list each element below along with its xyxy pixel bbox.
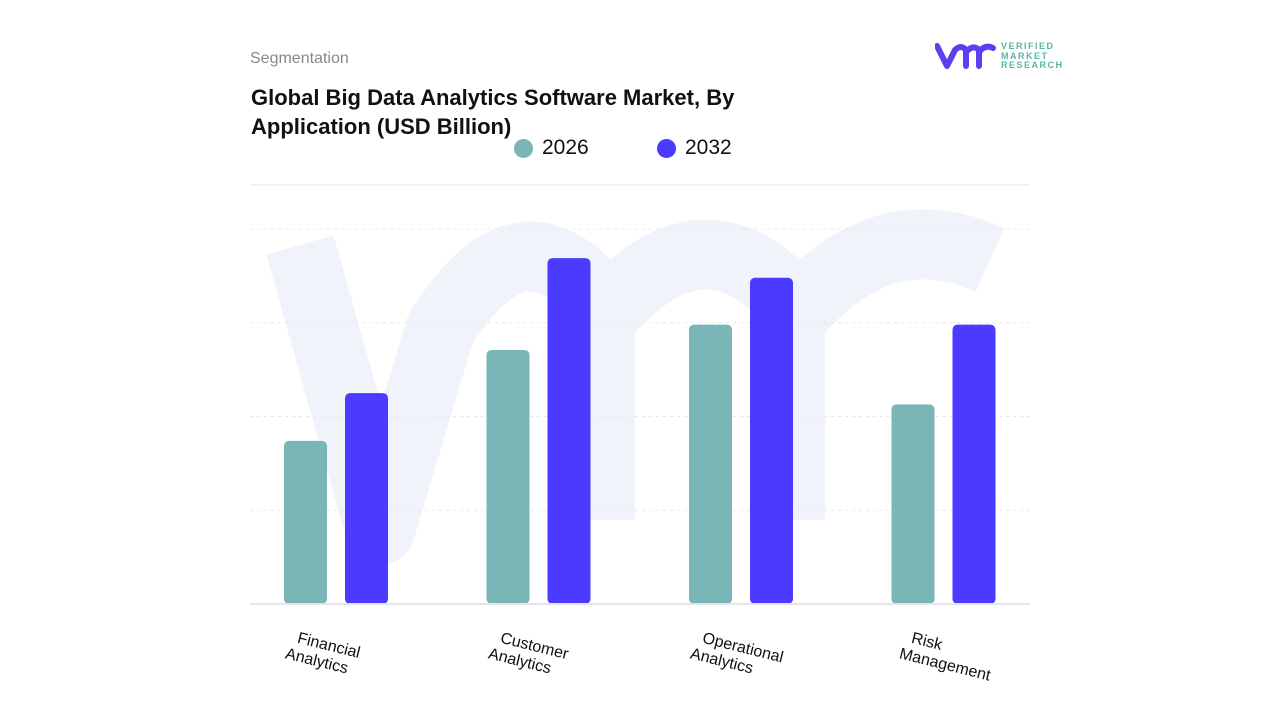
logo-text: VERIFIED MARKET RESEARCH <box>1001 41 1064 71</box>
logo-line-1: VERIFIED <box>1001 41 1055 51</box>
legend-label-2032: 2032 <box>685 136 732 159</box>
logo-line-2: MARKET <box>1001 50 1049 61</box>
bars <box>284 258 996 604</box>
bar-2032-risk-management <box>952 324 996 604</box>
legend-item-2026: 2026 <box>514 136 589 160</box>
bar-2026-financial-analytics <box>284 440 327 604</box>
bar-2026-customer-analytics <box>486 349 530 604</box>
vmr-logo: VERIFIED MARKET RESEARCH <box>935 41 1064 71</box>
legend-swatch-2026 <box>514 138 533 158</box>
bar-2026-operational-analytics <box>689 324 732 604</box>
logo-line-3: RESEARCH <box>1001 60 1064 70</box>
vmr-logo-icon <box>935 43 996 70</box>
bar-2026-risk-management <box>891 404 935 604</box>
watermark <box>266 209 1005 565</box>
segment-label: Segmentation <box>250 50 349 67</box>
bar-2032-financial-analytics <box>345 393 388 604</box>
legend-swatch-2032 <box>657 138 676 158</box>
bar-2032-customer-analytics <box>547 258 591 604</box>
bar-2032-operational-analytics <box>750 277 793 604</box>
chart-title: Global Big Data Analytics Software Marke… <box>251 85 735 139</box>
legend-label-2026: 2026 <box>542 136 589 159</box>
legend-item-2032: 2032 <box>657 136 732 160</box>
